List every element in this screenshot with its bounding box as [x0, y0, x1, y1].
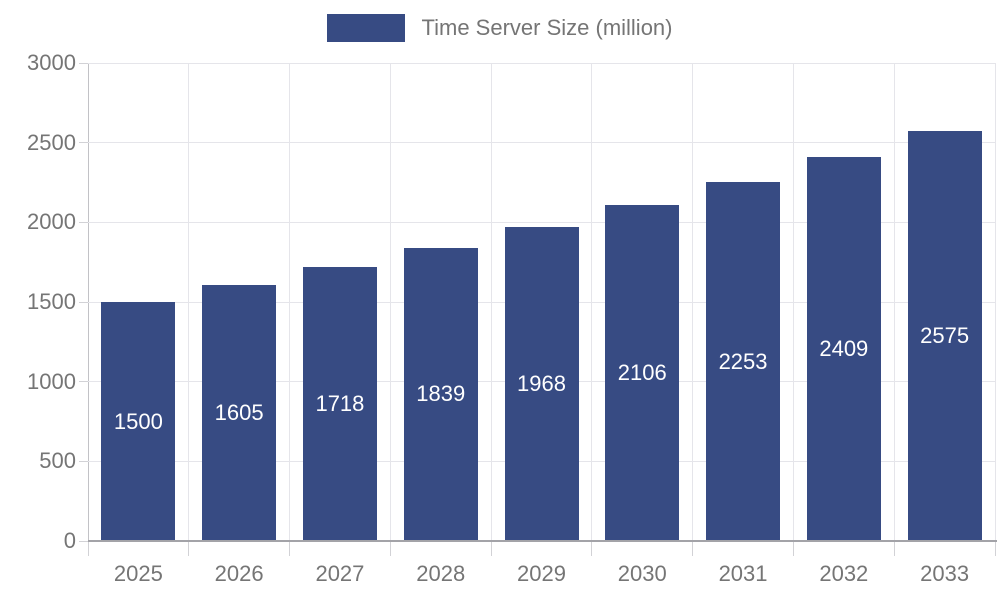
x-gridline — [692, 63, 694, 541]
bar-2025[interactable]: 1500 — [101, 302, 176, 541]
legend-swatch — [327, 14, 406, 42]
y-tick-label: 2000 — [27, 209, 76, 235]
x-gridline — [591, 63, 593, 541]
x-tick-label: 2027 — [315, 561, 365, 586]
x-gridline — [792, 63, 794, 541]
x-gridline — [994, 63, 996, 541]
bar-value-label: 1968 — [517, 371, 566, 397]
x-tick — [289, 541, 291, 556]
y-tick-label: 1000 — [27, 368, 76, 394]
x-tick — [893, 541, 895, 556]
y-tick — [79, 460, 88, 462]
x-tick — [87, 541, 89, 556]
x-tick — [692, 541, 694, 556]
bar-2028[interactable]: 1839 — [403, 247, 478, 541]
x-tick — [792, 541, 794, 556]
y-tick — [79, 301, 88, 303]
legend: Time Server Size (million) — [0, 14, 1000, 42]
x-tick — [490, 541, 492, 556]
y-tick-label: 500 — [39, 448, 76, 474]
x-tick — [591, 541, 593, 556]
y-tick — [79, 221, 88, 223]
y-tick — [79, 540, 88, 542]
y-tick — [79, 142, 88, 144]
x-tick — [389, 541, 391, 556]
bar-value-label: 2575 — [920, 322, 970, 348]
x-tick-label: 2026 — [214, 561, 264, 586]
x-tick-label: 2028 — [416, 561, 466, 586]
x-axis-line — [88, 540, 997, 542]
legend-label: Time Server Size (million) — [421, 15, 673, 40]
x-tick-label: 2033 — [920, 561, 970, 586]
y-gridline — [88, 221, 995, 223]
bar-value-label: 2253 — [718, 348, 768, 374]
x-gridline — [389, 63, 391, 541]
x-gridline — [289, 63, 291, 541]
legend-item[interactable]: Time Server Size (million) — [327, 14, 673, 42]
y-tick-label: 2500 — [27, 129, 76, 155]
x-gridline — [188, 63, 190, 541]
bar-2033[interactable]: 2575 — [907, 130, 982, 541]
y-tick-label: 0 — [63, 528, 76, 553]
bar-2029[interactable]: 1968 — [504, 227, 579, 541]
bar-2026[interactable]: 1605 — [202, 285, 277, 541]
x-gridline — [490, 63, 492, 541]
x-tick-label: 2025 — [113, 561, 163, 586]
bar-2032[interactable]: 2409 — [806, 157, 881, 541]
x-tick-label: 2029 — [517, 561, 566, 586]
bar-2031[interactable]: 2253 — [706, 182, 781, 541]
y-tick — [79, 62, 88, 64]
bar-value-label: 2106 — [617, 360, 667, 386]
y-tick — [79, 381, 88, 383]
bar-2027[interactable]: 1718 — [302, 267, 377, 541]
x-tick — [994, 541, 996, 556]
bar-2030[interactable]: 2106 — [605, 205, 680, 541]
x-gridline — [893, 63, 895, 541]
y-gridline — [88, 142, 995, 144]
bar-value-label: 1839 — [416, 381, 466, 407]
x-tick — [188, 541, 190, 556]
x-tick-label: 2032 — [819, 561, 869, 586]
y-gridline — [88, 62, 995, 64]
y-tick-label: 1500 — [27, 289, 76, 314]
bar-value-label: 1718 — [315, 391, 365, 417]
x-tick-label: 2030 — [617, 561, 667, 586]
bar-value-label: 1500 — [113, 408, 163, 434]
x-tick-label: 2031 — [718, 561, 768, 586]
y-tick-label: 3000 — [27, 50, 76, 75]
bar-value-label: 1605 — [214, 400, 264, 426]
bar-value-label: 2409 — [819, 336, 869, 362]
